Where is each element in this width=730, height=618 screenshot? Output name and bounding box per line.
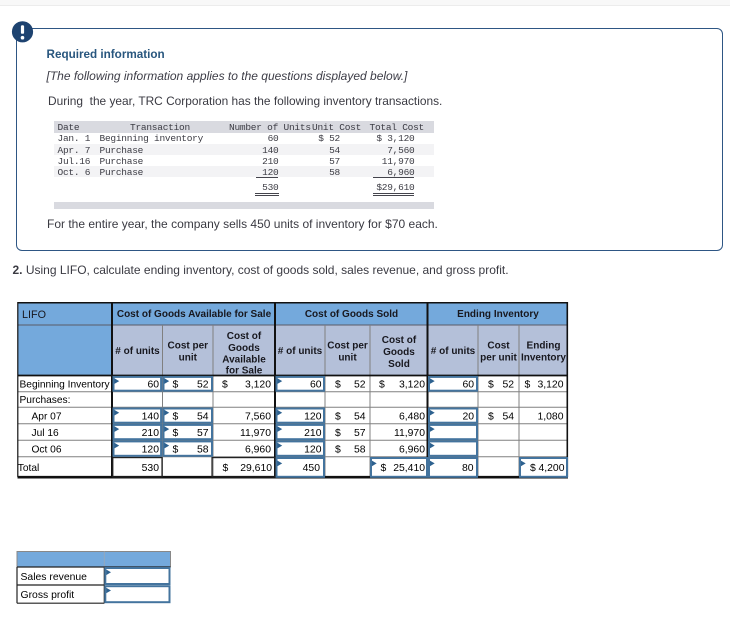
svg-text:$: $ — [335, 445, 341, 456]
svg-text:$: $ — [173, 445, 179, 456]
svg-text:52: 52 — [354, 380, 366, 391]
svg-text:$: $ — [525, 380, 531, 391]
svg-text:210: 210 — [142, 428, 160, 439]
svg-text:25,410: 25,410 — [393, 463, 425, 474]
svg-text:$: $ — [335, 412, 341, 423]
svg-text:$: $ — [335, 380, 341, 391]
svg-text:$: $ — [173, 412, 179, 423]
svg-text:58: 58 — [354, 445, 366, 456]
svg-text:Cost per: Cost per — [168, 341, 209, 352]
svg-text:Sold: Sold — [388, 359, 410, 370]
svg-text:11,970: 11,970 — [240, 428, 271, 439]
svg-text:Ending Inventory: Ending Inventory — [457, 309, 539, 320]
svg-text:58: 58 — [197, 445, 209, 456]
svg-text:3,120: 3,120 — [245, 380, 271, 391]
svg-text:57: 57 — [354, 428, 366, 439]
svg-text:Sales revenue: Sales revenue — [21, 572, 88, 583]
svg-text:120: 120 — [304, 445, 322, 456]
svg-text:Cost: Cost — [487, 341, 510, 352]
svg-text:LIFO: LIFO — [22, 309, 46, 321]
svg-text:Goods: Goods — [383, 347, 415, 358]
svg-text:120: 120 — [304, 412, 322, 423]
svg-text:$: $ — [381, 463, 387, 474]
svg-text:unit: unit — [338, 353, 357, 364]
svg-text:54: 54 — [354, 412, 366, 423]
svg-text:Gross profit: Gross profit — [21, 590, 75, 601]
svg-text:Cost of Goods Sold: Cost of Goods Sold — [305, 309, 398, 320]
svg-text:Oct 06: Oct 06 — [32, 445, 62, 456]
svg-text:Apr 07: Apr 07 — [32, 412, 62, 423]
svg-text:Cost of Goods Available for Sa: Cost of Goods Available for Sale — [117, 309, 272, 320]
svg-text:Jul 16: Jul 16 — [32, 428, 60, 439]
svg-text:54: 54 — [502, 412, 514, 423]
svg-text:Cost of: Cost of — [382, 335, 417, 346]
svg-text:210: 210 — [304, 428, 322, 439]
svg-text:$: $ — [173, 428, 179, 439]
svg-text:$: $ — [222, 380, 228, 391]
svg-text:120: 120 — [142, 445, 160, 456]
svg-text:52: 52 — [197, 380, 209, 391]
svg-text:80: 80 — [462, 463, 474, 474]
svg-text:$: $ — [379, 380, 385, 391]
svg-text:Cost of: Cost of — [227, 331, 262, 342]
svg-text:20: 20 — [462, 412, 474, 423]
svg-text:$: $ — [530, 463, 536, 474]
svg-text:60: 60 — [462, 380, 474, 391]
svg-text:3,120: 3,120 — [537, 380, 563, 391]
svg-text:unit: unit — [179, 353, 198, 364]
svg-text:52: 52 — [502, 380, 514, 391]
svg-text:$: $ — [488, 380, 494, 391]
svg-text:# of units: # of units — [115, 346, 160, 357]
svg-text:3,120: 3,120 — [399, 380, 425, 391]
svg-text:450: 450 — [303, 463, 321, 474]
svg-text:$: $ — [335, 428, 341, 439]
svg-text:6,960: 6,960 — [399, 445, 425, 456]
svg-text:60: 60 — [310, 380, 322, 391]
svg-text:$: $ — [488, 412, 494, 423]
svg-text:# of units: # of units — [431, 346, 476, 357]
svg-text:57: 57 — [197, 428, 209, 439]
svg-text:$: $ — [173, 380, 179, 391]
svg-text:$: $ — [223, 463, 229, 474]
svg-text:140: 140 — [142, 412, 160, 423]
svg-text:Ending: Ending — [527, 341, 561, 352]
svg-text:# of units: # of units — [278, 346, 323, 357]
svg-text:54: 54 — [197, 412, 209, 423]
svg-text:Cost per: Cost per — [327, 341, 368, 352]
svg-text:7,560: 7,560 — [245, 412, 271, 423]
svg-text:11,970: 11,970 — [394, 428, 425, 439]
svg-text:4,200: 4,200 — [538, 463, 564, 474]
svg-text:for Sale: for Sale — [226, 366, 263, 377]
svg-text:1,080: 1,080 — [537, 412, 563, 423]
svg-text:530: 530 — [142, 463, 160, 474]
svg-text:29,610: 29,610 — [240, 463, 272, 474]
svg-text:Available: Available — [222, 354, 266, 365]
svg-text:6,960: 6,960 — [245, 445, 271, 456]
svg-text:6,480: 6,480 — [399, 412, 425, 423]
svg-text:Inventory: Inventory — [521, 353, 566, 364]
svg-text:Goods: Goods — [228, 343, 260, 354]
svg-text:per unit: per unit — [480, 353, 517, 364]
svg-text:60: 60 — [147, 380, 159, 391]
svg-text:Total: Total — [18, 463, 40, 474]
svg-text:Purchases:: Purchases: — [20, 395, 71, 406]
svg-text:Beginning Inventory: Beginning Inventory — [20, 380, 111, 391]
